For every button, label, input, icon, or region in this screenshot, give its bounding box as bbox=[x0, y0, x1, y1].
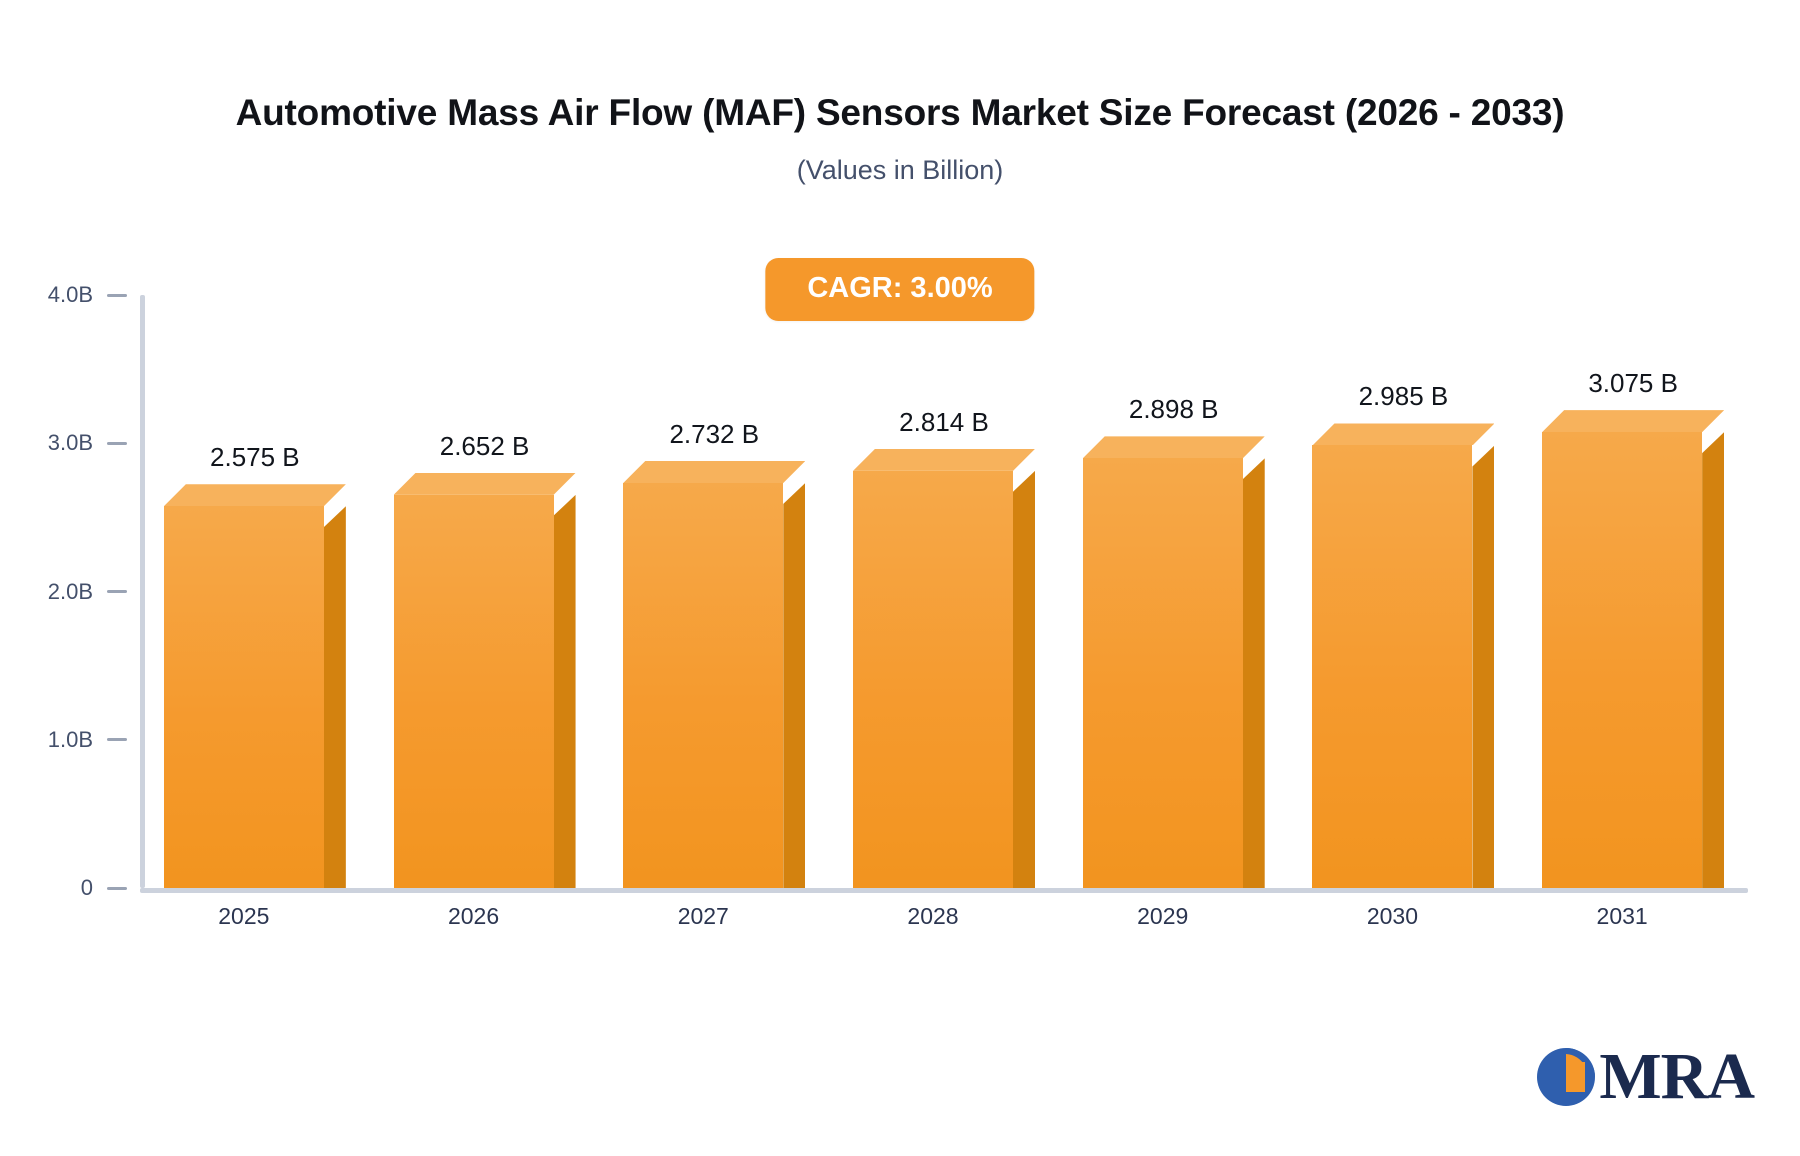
bar-value-label: 2.898 B bbox=[1128, 394, 1219, 425]
pie-chart-icon bbox=[1535, 1046, 1597, 1108]
bar-top-face bbox=[1542, 410, 1725, 433]
bar-top-face bbox=[623, 460, 806, 483]
bar[interactable]: 2.985 B bbox=[1312, 383, 1495, 888]
bar-value-label: 2.732 B bbox=[669, 418, 760, 449]
bar-top-face bbox=[1312, 423, 1495, 446]
bar[interactable]: 2.732 B bbox=[623, 421, 806, 888]
x-axis-tick-label: 2025 bbox=[218, 903, 270, 929]
bar-value-label: 2.575 B bbox=[210, 442, 300, 473]
y-axis-tick-mark bbox=[107, 441, 127, 445]
bar-side-face bbox=[553, 494, 576, 888]
plot-area: 2.575 B 2.652 B 2.732 B 2.814 B 2.898 B 2.985… bbox=[140, 295, 1748, 893]
bar[interactable]: 3.075 B bbox=[1542, 370, 1725, 888]
bar-value-label: 2.652 B bbox=[439, 430, 530, 461]
chart-header: Automotive Mass Air Flow (MAF) Sensors M… bbox=[0, 92, 1800, 186]
bar[interactable]: 2.898 B bbox=[1082, 396, 1265, 888]
bar-top-face bbox=[393, 472, 576, 495]
bar-front-face bbox=[163, 506, 324, 888]
bar-front-face bbox=[623, 482, 784, 888]
y-axis-line bbox=[140, 295, 145, 888]
x-axis-line bbox=[140, 888, 1748, 893]
bar-side-face bbox=[323, 506, 346, 888]
bar-side-face bbox=[1702, 432, 1725, 888]
bar-front-face bbox=[1082, 458, 1243, 888]
bar-value-label: 2.814 B bbox=[899, 406, 989, 437]
bar[interactable]: 2.652 B bbox=[393, 433, 576, 888]
x-axis-tick-label: 2030 bbox=[1366, 903, 1418, 929]
bar-front-face bbox=[1542, 432, 1703, 888]
bar[interactable]: 2.575 B bbox=[163, 444, 346, 888]
y-axis-tick-label: 2.0B bbox=[47, 578, 93, 604]
y-axis-tick-mark bbox=[107, 590, 127, 593]
bar-front-face bbox=[393, 494, 554, 888]
y-axis-tick-label: 4.0B bbox=[47, 282, 93, 307]
y-axis-tick-label: 3.0B bbox=[47, 430, 93, 456]
bar-front-face bbox=[853, 470, 1013, 888]
page-title: Automotive Mass Air Flow (MAF) Sensors M… bbox=[235, 92, 1565, 133]
bar-top-face bbox=[853, 448, 1035, 471]
x-axis-tick-label: 2029 bbox=[1137, 903, 1189, 929]
bar-top-face bbox=[163, 484, 346, 507]
y-axis-tick-mark bbox=[107, 738, 127, 742]
bar-series: 2.575 B 2.652 B 2.732 B 2.814 B 2.898 B 2.985… bbox=[140, 295, 1748, 888]
x-axis-tick-label: 2031 bbox=[1596, 903, 1648, 929]
bar-top-face bbox=[1082, 436, 1265, 459]
y-axis-tick-mark bbox=[107, 293, 127, 297]
bar-value-label: 3.075 B bbox=[1588, 368, 1678, 399]
bar-side-face bbox=[1013, 470, 1035, 888]
bar-value-label: 2.985 B bbox=[1358, 381, 1449, 412]
chart-subtitle: (Values in Billion) bbox=[796, 154, 1004, 185]
x-axis-labels: 2025 2026 2027 2028 2029 2030 2031 bbox=[140, 905, 1748, 945]
bar[interactable]: 2.814 B bbox=[853, 409, 1035, 888]
mra-logo: MRA bbox=[1535, 1040, 1755, 1114]
y-axis-labels: 4.0B 3.0B 2.0B 1.0B 0 bbox=[0, 284, 140, 899]
x-axis-tick-label: 2027 bbox=[677, 903, 729, 929]
y-axis-tick-mark bbox=[107, 886, 127, 890]
x-axis-tick-label: 2026 bbox=[447, 903, 500, 929]
bar-side-face bbox=[783, 482, 806, 888]
x-axis-tick-label: 2028 bbox=[907, 903, 959, 929]
logo-text: MRA bbox=[1599, 1040, 1755, 1113]
y-axis-tick-label: 0 bbox=[80, 875, 93, 900]
bar-side-face bbox=[1472, 445, 1495, 888]
bar-front-face bbox=[1312, 445, 1473, 888]
y-axis-tick-label: 1.0B bbox=[47, 726, 93, 752]
cagr-badge: CAGR: 3.00% bbox=[765, 258, 1035, 321]
bar-side-face bbox=[1242, 458, 1265, 888]
